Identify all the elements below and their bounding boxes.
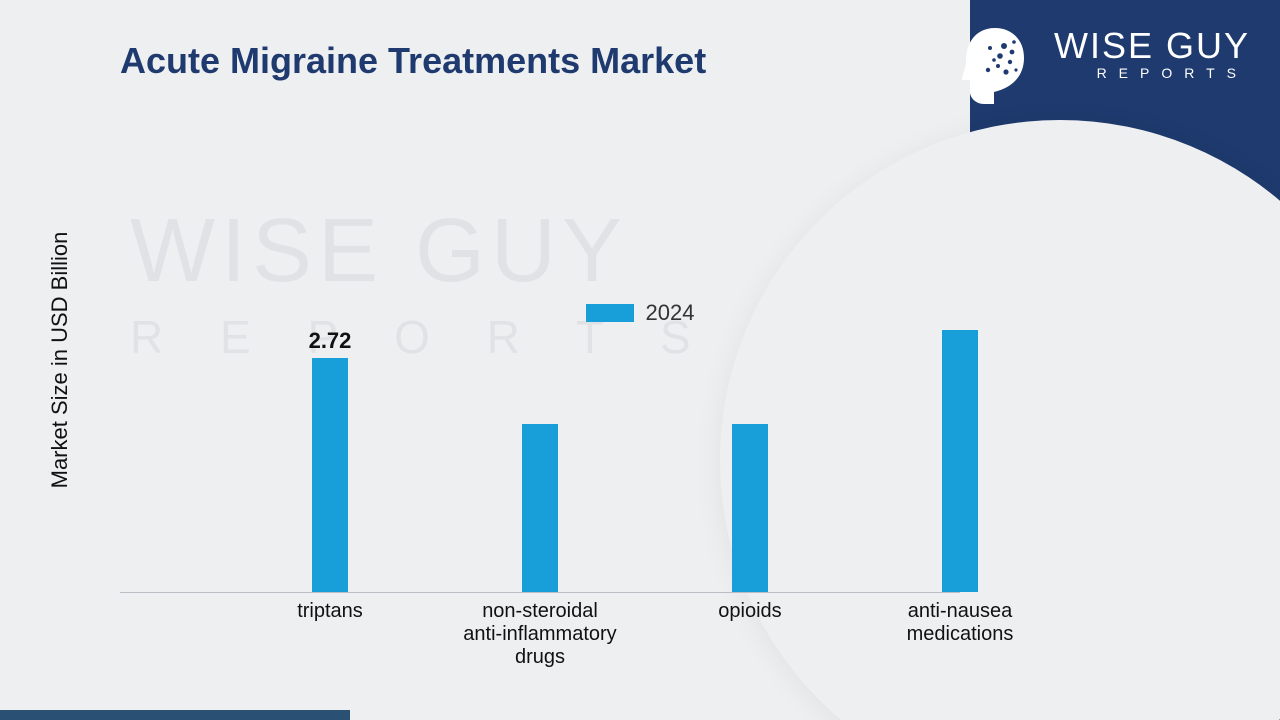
category-label: non-steroidalanti-inflammatorydrugs (440, 600, 640, 669)
legend-label: 2024 (646, 300, 695, 326)
legend-swatch-icon (586, 304, 634, 322)
x-axis-line (120, 592, 960, 593)
watermark-line1: WISE GUY (130, 200, 628, 303)
bar (522, 424, 558, 592)
brand-logo-line2: REPORTS (1054, 66, 1250, 80)
bar (732, 424, 768, 592)
brand-head-icon (960, 26, 1030, 106)
category-label: anti-nauseamedications (860, 600, 1060, 646)
bottom-accent-bar (0, 710, 350, 720)
category-label: opioids (650, 600, 850, 623)
canvas: WISE GUY R E P O R T S Acute Migraine Tr… (0, 0, 1280, 720)
category-label: triptans (230, 600, 430, 623)
chart-title: Acute Migraine Treatments Market (120, 40, 706, 82)
brand-logo-line1: WISE GUY (1054, 28, 1250, 64)
brand-logo-text: WISE GUY REPORTS (1054, 28, 1250, 80)
chart-legend: 2024 (0, 300, 1280, 326)
bar (942, 330, 978, 592)
bar-value-label: 2.72 (309, 328, 352, 354)
y-axis-label: Market Size in USD Billion (47, 232, 73, 489)
bar (312, 358, 348, 592)
